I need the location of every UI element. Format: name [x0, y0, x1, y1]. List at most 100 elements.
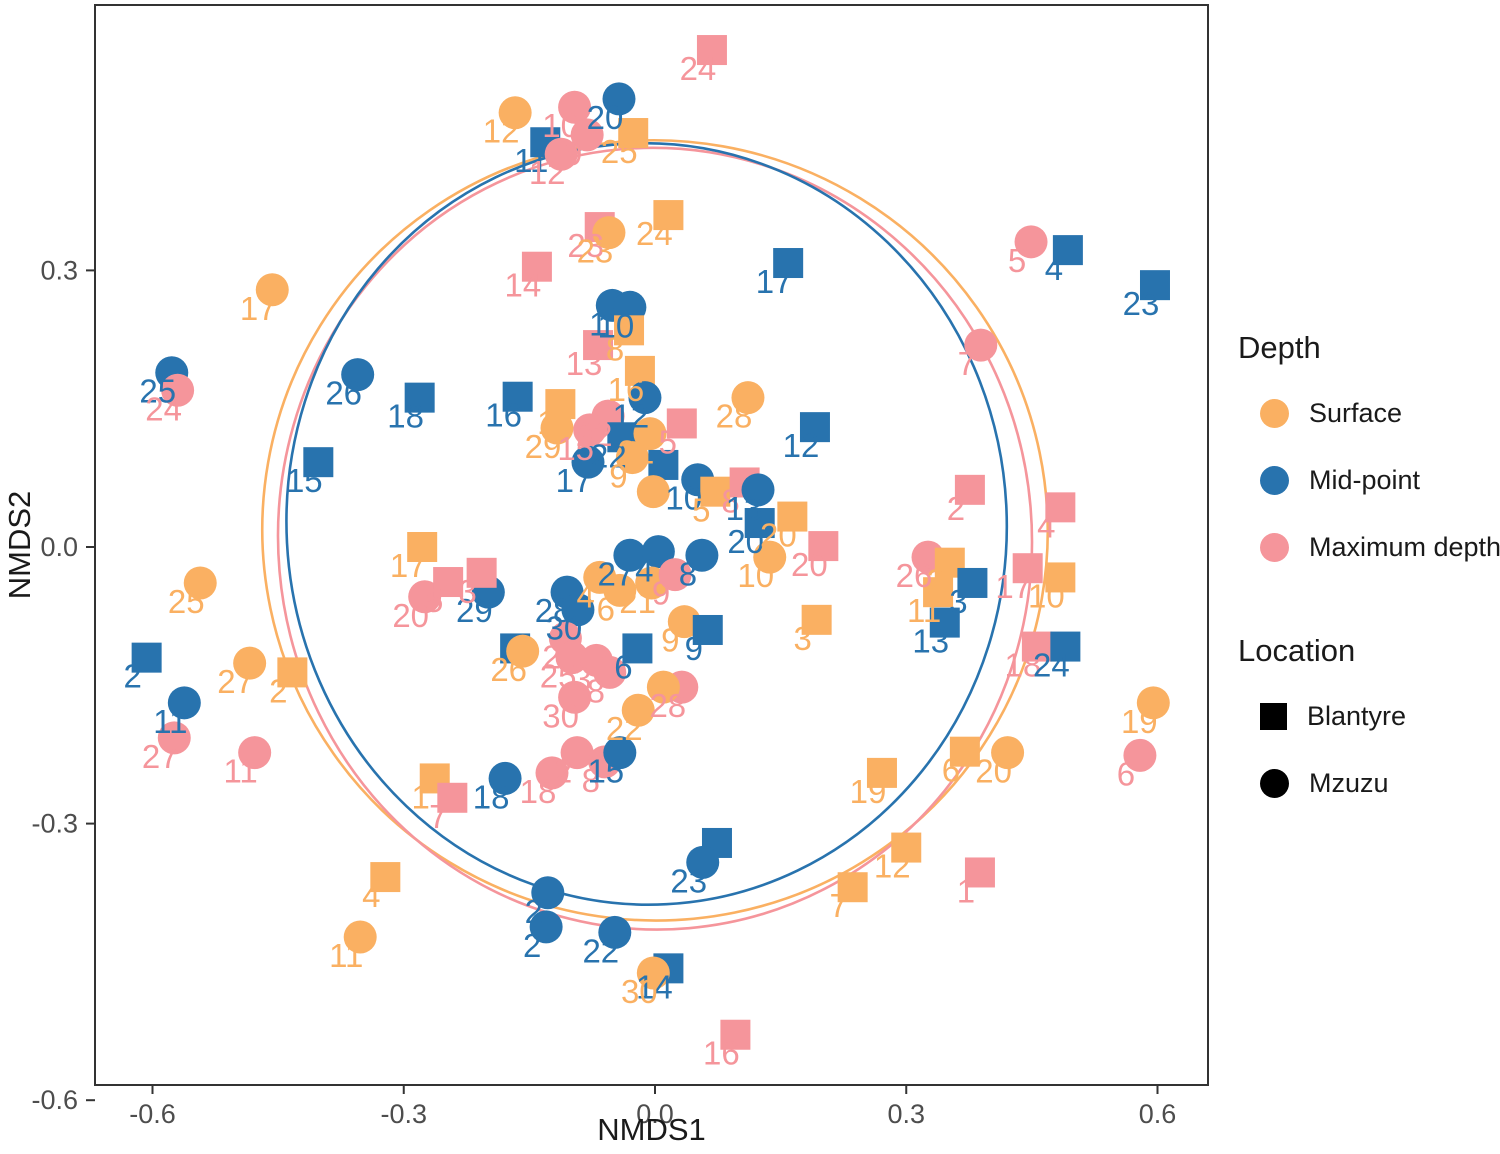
- data-point-label: 2: [947, 490, 965, 527]
- data-point-label: 17: [390, 547, 427, 584]
- data-point-label: 4: [635, 552, 653, 589]
- y-tick-label: -0.6: [31, 1085, 78, 1115]
- data-point-square: [521, 251, 552, 282]
- data-point-square: [624, 355, 655, 386]
- data-point-label: 10: [737, 557, 774, 594]
- data-point-circle: [570, 118, 604, 152]
- data-point-label: 11: [329, 937, 363, 974]
- data-point-square: [799, 412, 830, 443]
- data-point-label: 15: [286, 462, 323, 499]
- data-point-circle: [531, 876, 565, 910]
- data-point-square: [891, 832, 922, 863]
- data-point-label: 26: [490, 651, 527, 688]
- data-point-label: 9: [661, 622, 679, 659]
- data-point-label: 1: [537, 404, 555, 441]
- data-point-label: 18: [520, 773, 557, 810]
- data-point-square: [277, 657, 308, 688]
- midpoint-swatch-icon: [1260, 466, 1289, 495]
- legend-item-surface: Surface: [1238, 380, 1500, 447]
- data-point-label: 11: [907, 592, 941, 629]
- x-tick-label: -0.3: [380, 1099, 427, 1129]
- data-point-circle: [167, 686, 201, 720]
- data-point-label: 9: [685, 630, 703, 667]
- data-point-square: [1021, 631, 1052, 662]
- y-tick-label: 0.0: [40, 532, 78, 562]
- y-tick-label: 0.3: [40, 255, 78, 285]
- data-point-square: [433, 567, 464, 598]
- surface-swatch-icon: [1260, 399, 1289, 428]
- data-point-label: 2: [927, 563, 945, 600]
- data-point-square: [583, 330, 614, 361]
- data-point-circle: [571, 445, 605, 479]
- data-point-label: 27: [142, 738, 179, 775]
- data-point-circle: [1123, 738, 1157, 772]
- data-point-square: [1139, 270, 1170, 301]
- data-point-label: 8: [582, 762, 600, 799]
- data-point-label: 19: [1121, 703, 1158, 740]
- data-point-label: 4: [362, 877, 380, 914]
- data-point-label: 15: [557, 430, 594, 467]
- data-point-circle: [555, 641, 589, 675]
- data-point-label: 24: [1033, 647, 1070, 684]
- data-point-label: 29: [456, 592, 493, 629]
- data-point-label: 2: [554, 753, 572, 790]
- data-point-square: [370, 862, 401, 893]
- data-point-square: [1045, 562, 1076, 593]
- x-tick-label: 0.6: [1139, 1099, 1177, 1129]
- data-point-circle: [408, 580, 442, 614]
- data-point-square: [653, 200, 684, 231]
- data-point-circle: [558, 90, 592, 124]
- data-point-label: 20: [727, 523, 764, 560]
- data-point-square: [954, 474, 985, 505]
- data-point-label: 20: [587, 99, 624, 136]
- data-point-circle: [633, 417, 667, 451]
- data-point-label: 30: [621, 973, 658, 1010]
- data-point-circle: [598, 915, 632, 949]
- data-point-label: 6: [1117, 755, 1135, 792]
- data-point-label: 14: [505, 267, 542, 304]
- data-point-circle: [1136, 686, 1170, 720]
- data-point-label: 26: [325, 375, 362, 412]
- data-point-circle: [535, 756, 569, 790]
- data-point-circle: [488, 761, 522, 795]
- data-point-label: 20: [975, 753, 1012, 790]
- data-point-label: 27: [217, 663, 254, 700]
- data-point-label: 11: [224, 753, 258, 790]
- data-point-label: 13: [726, 490, 763, 527]
- data-point-label: 1: [412, 778, 430, 815]
- data-point-label: 13: [912, 623, 949, 660]
- maxdepth-swatch-icon: [1260, 533, 1289, 562]
- data-point-square: [614, 315, 645, 346]
- data-point-circle: [161, 373, 195, 407]
- data-point-label: 8: [606, 330, 624, 367]
- data-point-label: 28: [535, 592, 572, 629]
- legend-item-label: Mzuzu: [1309, 768, 1389, 798]
- data-point-square: [700, 476, 731, 507]
- data-point-label: 30: [546, 610, 583, 647]
- data-point-square: [1045, 492, 1076, 523]
- data-point-label: 9: [652, 575, 670, 612]
- data-point-label: 17: [756, 263, 793, 300]
- data-point-square: [1050, 631, 1081, 662]
- data-point-label: 24: [145, 390, 182, 427]
- data-point-circle: [636, 475, 670, 509]
- data-point-circle: [991, 736, 1025, 770]
- data-point-circle: [341, 358, 375, 392]
- data-point-circle: [753, 540, 787, 574]
- data-point-circle: [964, 328, 998, 362]
- data-point-label: 6: [942, 752, 960, 789]
- data-point-label: 4: [1037, 507, 1055, 544]
- data-point-circle: [646, 670, 680, 704]
- data-point-circle: [686, 845, 720, 879]
- data-point-circle: [183, 566, 217, 600]
- data-point-square: [404, 382, 435, 413]
- data-point-square: [666, 408, 697, 439]
- data-point-square: [923, 577, 954, 608]
- data-point-square: [502, 381, 533, 412]
- data-point-square: [773, 248, 804, 279]
- data-point-square: [437, 782, 468, 813]
- data-point-label: 28: [649, 687, 686, 724]
- data-point-circle: [603, 573, 637, 607]
- data-point-label: 12: [613, 398, 650, 435]
